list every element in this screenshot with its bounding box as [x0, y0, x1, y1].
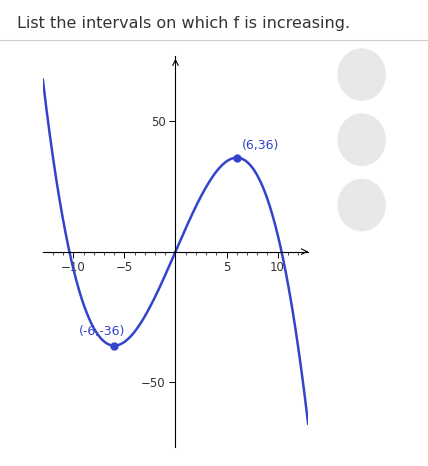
Text: List the intervals on which f is increasing.: List the intervals on which f is increas… [17, 16, 350, 31]
Text: (6,36): (6,36) [242, 139, 279, 152]
Text: (-6,-36): (-6,-36) [78, 325, 125, 338]
